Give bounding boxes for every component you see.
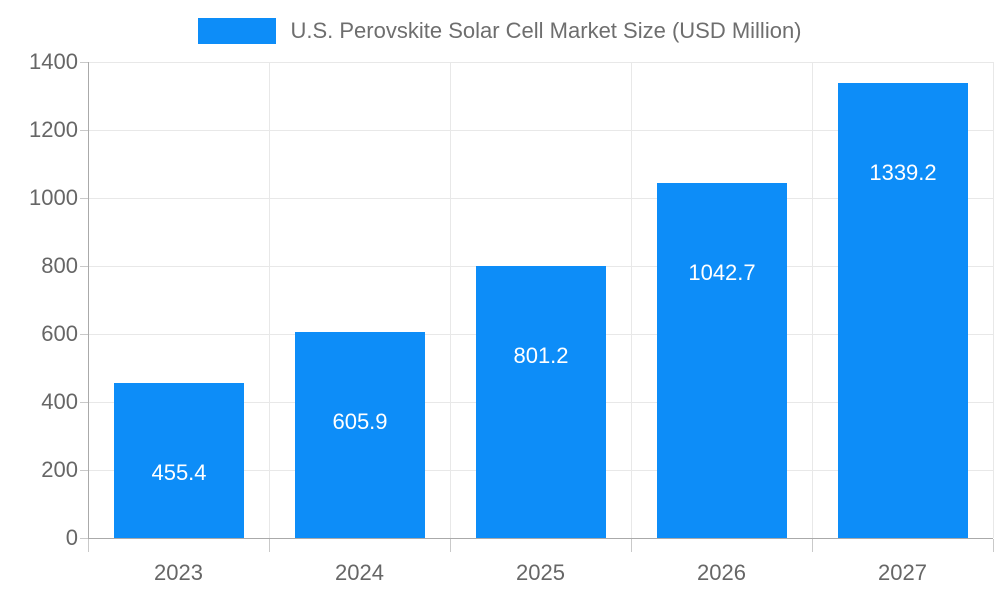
x-axis-tick	[450, 539, 451, 552]
chart-legend: U.S. Perovskite Solar Cell Market Size (…	[0, 12, 1000, 50]
bar[interactable]	[114, 383, 244, 538]
bar-value-label: 1339.2	[869, 159, 937, 185]
x-axis-tick	[269, 539, 270, 552]
y-axis-tick	[80, 266, 88, 267]
gridline-horizontal	[88, 198, 993, 199]
y-axis-tick	[80, 470, 88, 471]
x-axis-line	[88, 538, 993, 539]
gridline-horizontal	[88, 62, 993, 63]
legend-color-swatch-icon[interactable]	[198, 18, 277, 44]
y-axis-labels: 0 200 400 600 800 1000 1200 1400	[0, 0, 78, 600]
y-axis-line	[88, 62, 89, 539]
gridline-horizontal	[88, 130, 993, 131]
y-axis-tick	[80, 62, 88, 63]
gridline-vertical	[631, 62, 632, 538]
y-axis-tick	[80, 538, 88, 539]
x-axis-tick-label: 2023	[154, 560, 203, 585]
bar-value-label: 801.2	[513, 342, 569, 368]
y-axis-tick-label: 1200	[29, 117, 78, 142]
y-axis-tick	[80, 402, 88, 403]
y-axis-tick	[80, 130, 88, 131]
gridline-vertical	[269, 62, 270, 538]
bar[interactable]	[295, 331, 425, 538]
x-axis-tick-label: 2026	[697, 560, 746, 585]
legend-label: U.S. Perovskite Solar Cell Market Size (…	[290, 18, 802, 43]
x-axis-tick	[812, 539, 813, 552]
y-axis-tick-label: 400	[41, 389, 78, 414]
y-axis-tick-label: 0	[65, 525, 78, 550]
bar[interactable]	[657, 183, 787, 538]
y-axis-tick-label: 800	[41, 253, 78, 278]
y-axis-tick-label: 1400	[29, 49, 78, 74]
gridline-vertical	[993, 62, 994, 538]
gridline-vertical	[450, 62, 451, 538]
bar-value-label: 1042.7	[688, 260, 756, 286]
x-axis-tick-label: 2024	[335, 560, 384, 585]
y-axis-tick-label: 200	[41, 457, 78, 482]
x-axis-tick-label: 2025	[516, 560, 565, 585]
bar[interactable]	[838, 82, 968, 538]
bar[interactable]	[476, 265, 606, 538]
y-axis-tick-label: 600	[41, 321, 78, 346]
x-axis-tick	[88, 539, 89, 552]
x-axis-tick	[631, 539, 632, 552]
x-axis-tick-label: 2027	[878, 560, 927, 585]
y-axis-tick	[80, 334, 88, 335]
y-axis-tick	[80, 198, 88, 199]
bar-value-label: 455.4	[151, 460, 207, 486]
y-axis-tick-label: 1000	[29, 185, 78, 210]
gridline-vertical	[812, 62, 813, 538]
plot-area: 455.4 605.9 801.2 1042.7 1339.2	[88, 62, 994, 539]
x-axis-tick	[993, 539, 994, 552]
bar-value-label: 605.9	[332, 408, 388, 434]
